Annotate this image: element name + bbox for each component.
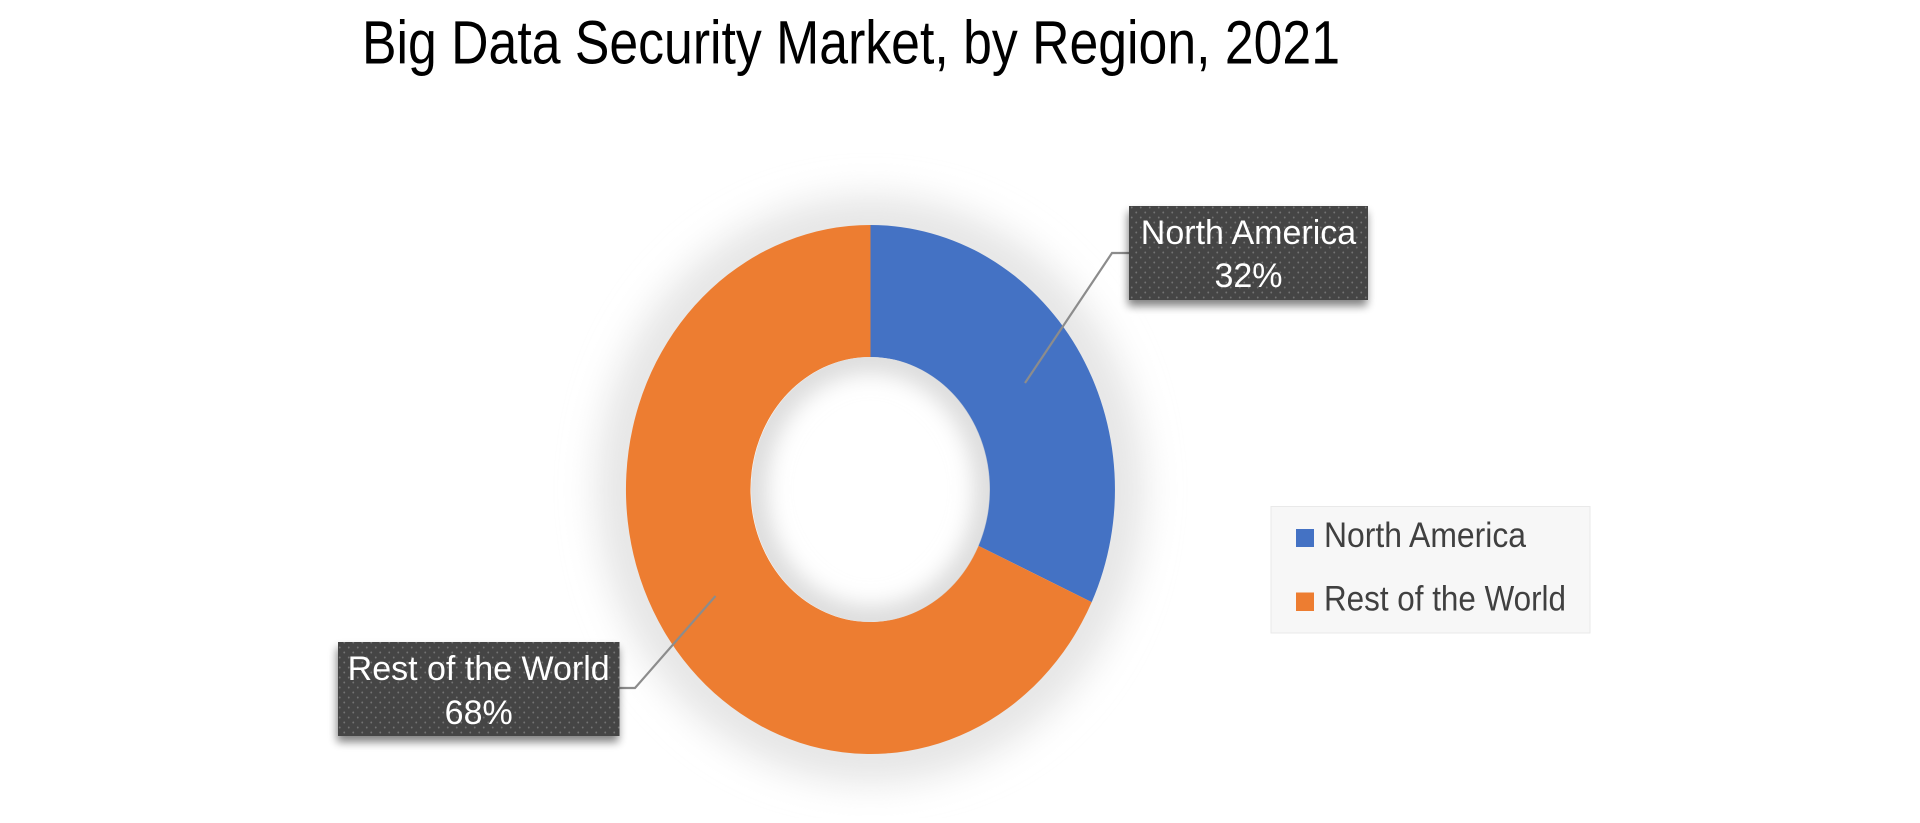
svg-text:32%: 32% (1214, 257, 1282, 295)
svg-text:North America: North America (1141, 214, 1356, 252)
svg-text:North America: North America (1324, 516, 1526, 555)
svg-text:Big Data Security Market, by R: Big Data Security Market, by Region, 202… (362, 9, 1340, 77)
svg-text:Rest of the World: Rest of the World (348, 650, 610, 688)
svg-text:68%: 68% (445, 694, 513, 732)
svg-text:Rest of the World: Rest of the World (1324, 580, 1566, 619)
